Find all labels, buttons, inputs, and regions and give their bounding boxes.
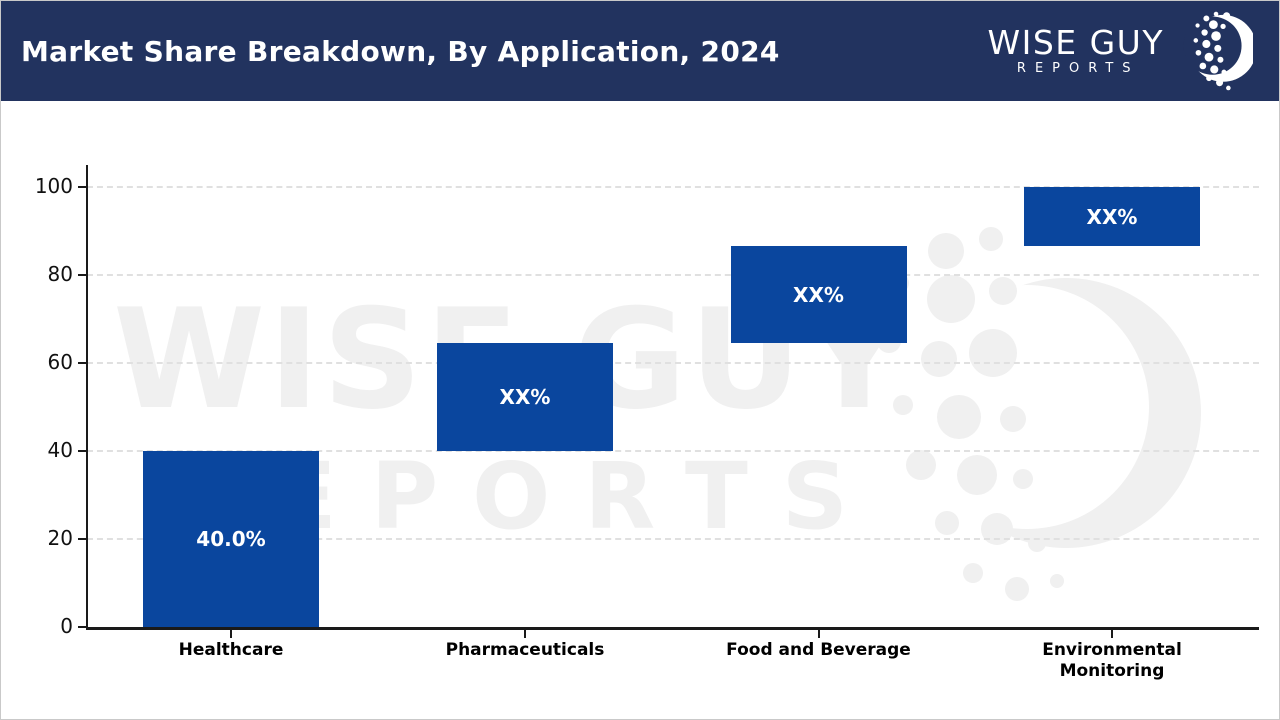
y-tick-mark — [78, 186, 86, 188]
plot-area: WISE GUY REPORTS — [1, 101, 1279, 719]
x-tick-mark — [817, 630, 820, 638]
y-tick-label: 60 — [47, 350, 73, 374]
logo-wordmark: WISE GUY — [987, 23, 1164, 63]
x-tick-mark — [230, 630, 232, 638]
gridline-100 — [87, 186, 1259, 188]
x-axis-spine — [86, 627, 1259, 630]
y-tick-mark — [78, 450, 86, 452]
gridline-80 — [87, 274, 1259, 276]
header-bar: Market Share Breakdown, By Application, … — [1, 1, 1279, 101]
x-axis-label-healthcare: Healthcare — [178, 640, 284, 660]
gridline-20 — [87, 538, 1259, 540]
wise-guy-face-icon — [1165, 7, 1253, 95]
bar-value-label: XX% — [1086, 204, 1138, 229]
bar-value-label: XX% — [793, 282, 844, 307]
y-tick-label: 80 — [47, 262, 73, 286]
watermark-face-icon — [851, 213, 1211, 617]
y-tick-label: 100 — [34, 174, 73, 198]
y-tick-mark — [78, 274, 86, 276]
y-axis-spine — [86, 165, 88, 629]
logo-text: WISE GUY REPORTS — [987, 26, 1164, 75]
bar-value-label: 40.0% — [196, 527, 266, 551]
chart-title: Market Share Breakdown, By Application, … — [21, 34, 780, 68]
y-tick-label: 20 — [47, 526, 73, 550]
x-axis-label-environmental-monitoring: Environmental Monitoring — [1042, 640, 1182, 682]
bar-healthcare: 40.0% — [143, 451, 319, 627]
x-tick-mark — [1111, 630, 1113, 638]
gridline-40 — [87, 450, 1259, 452]
bar-environmental-monitoring: XX% — [1024, 187, 1200, 247]
bar-food-and-beverage: XX% — [730, 246, 907, 344]
gridline-60 — [87, 362, 1259, 364]
y-tick-mark — [78, 626, 86, 628]
y-tick-label: 0 — [60, 614, 73, 638]
x-axis-label-food-and-beverage: Food and Beverage — [726, 640, 911, 660]
wise-guy-logo: WISE GUY REPORTS — [987, 7, 1253, 95]
y-tick-mark — [78, 362, 86, 364]
bar-pharmaceuticals: XX% — [437, 343, 613, 451]
logo-subtitle: REPORTS — [1016, 61, 1140, 76]
x-axis-label-pharmaceuticals: Pharmaceuticals — [445, 640, 605, 660]
y-tick-mark — [78, 538, 86, 540]
y-tick-label: 40 — [47, 438, 73, 462]
x-tick-mark — [524, 630, 526, 638]
bar-value-label: XX% — [499, 385, 551, 410]
